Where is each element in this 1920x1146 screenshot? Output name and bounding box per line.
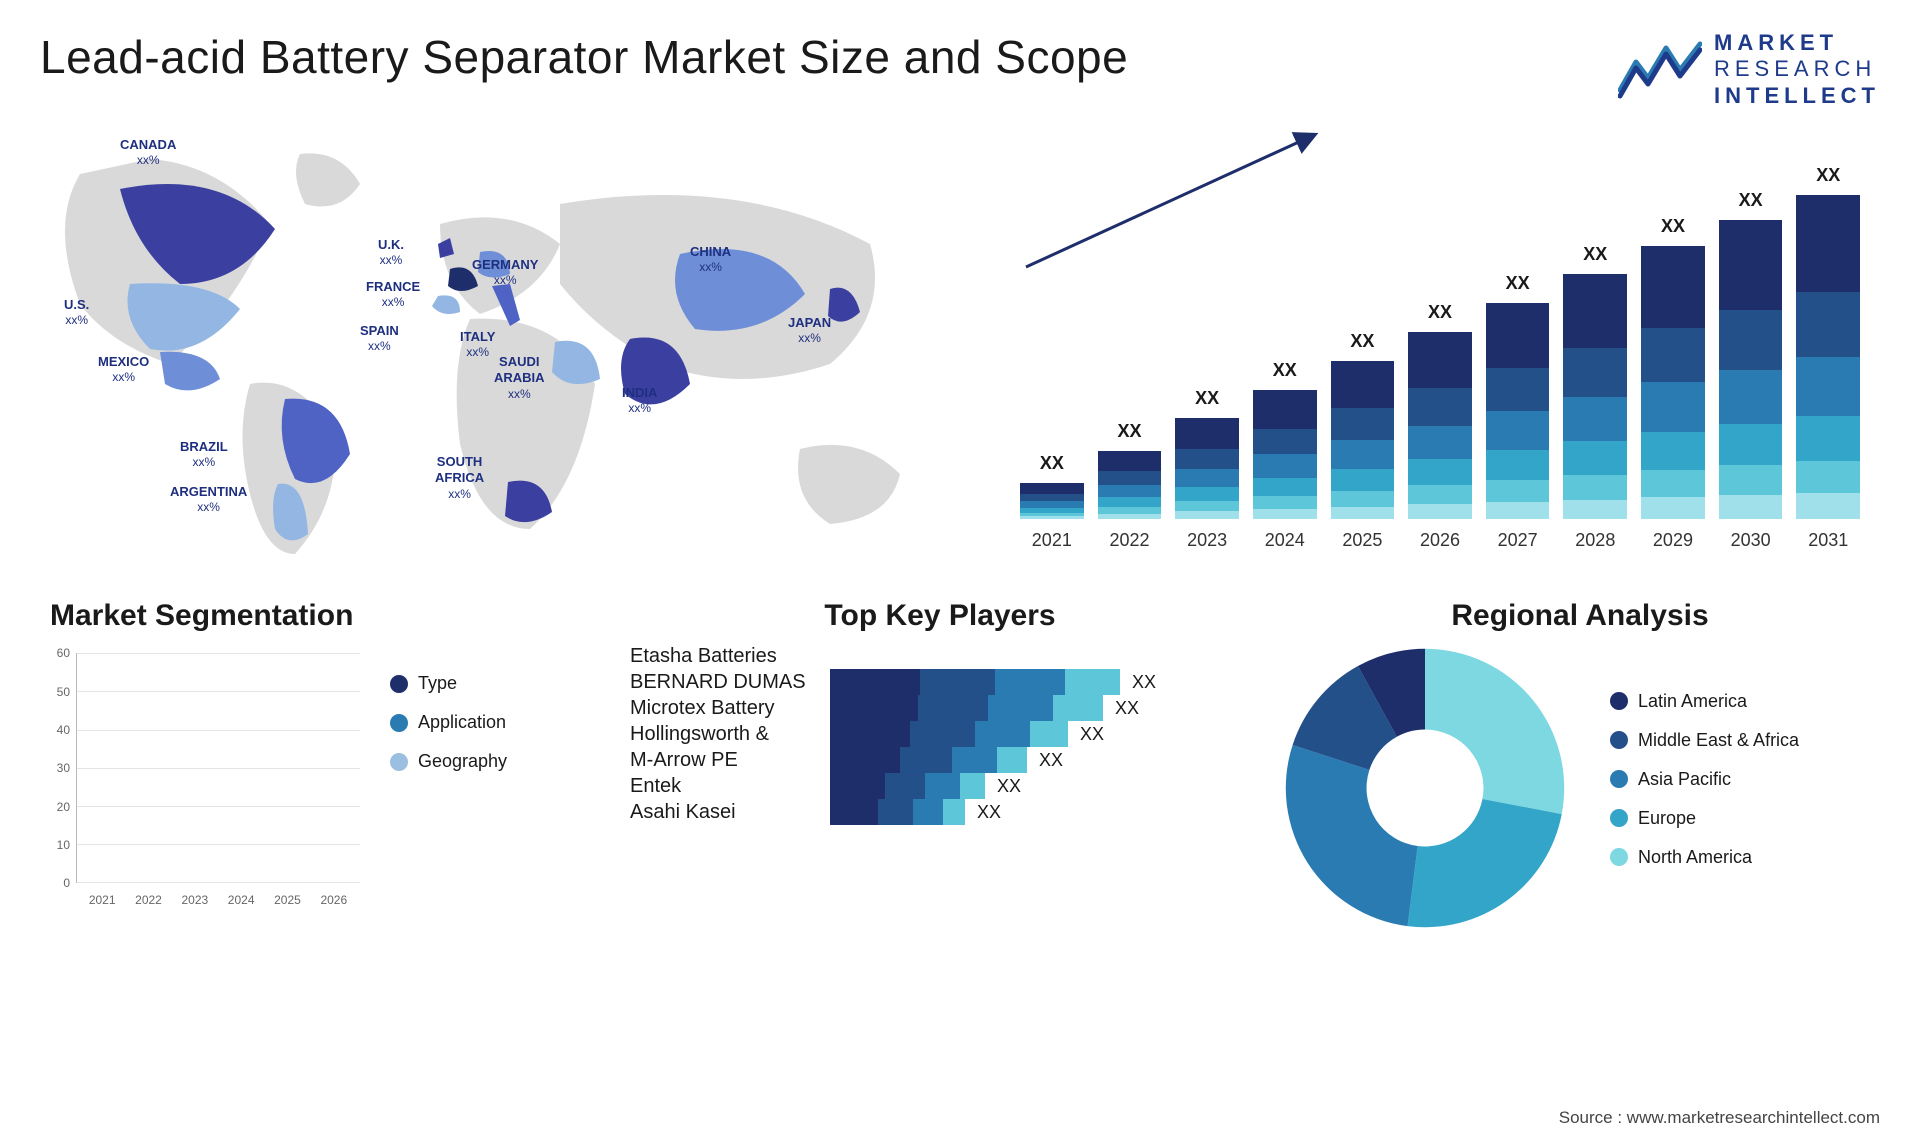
player-bar-row: XX [830, 799, 1250, 825]
world-map: CANADAxx% U.S.xx% MEXICOxx% BRAZILxx% ARGENT… [40, 129, 960, 559]
header: Lead-acid Battery Separator Market Size … [40, 30, 1880, 109]
map-label: ITALYxx% [460, 329, 495, 360]
market-size-bar: XX [1796, 195, 1860, 519]
regional-legend: Latin America Middle East & Africa Asia Pa… [1610, 691, 1880, 886]
map-label: FRANCExx% [366, 279, 420, 310]
players-section: Top Key Players Etasha Batteries BERNARD … [630, 599, 1250, 939]
page: Lead-acid Battery Separator Market Size … [0, 0, 1920, 1146]
player-name: Entek [630, 775, 822, 798]
legend-item: Latin America [1610, 691, 1880, 712]
map-label: GERMANYxx% [472, 257, 538, 288]
player-name: Etasha Batteries [630, 645, 822, 668]
player-bar-row: XX [830, 773, 1250, 799]
map-label: ARGENTINAxx% [170, 484, 247, 515]
market-size-bar: XX [1408, 332, 1472, 519]
market-size-bar: XX [1641, 246, 1705, 520]
regional-section: Regional Analysis Latin America Middle Ea… [1280, 599, 1880, 939]
player-bar-row: XX [830, 747, 1250, 773]
regional-title: Regional Analysis [1280, 599, 1880, 633]
legend-item: Asia Pacific [1610, 769, 1880, 790]
logo-mark-icon [1618, 40, 1702, 100]
segmentation-section: Market Segmentation 0102030405060 202120… [40, 599, 600, 939]
brand-logo: MARKET RESEARCH INTELLECT [1618, 30, 1880, 109]
player-bar-row: XX [830, 695, 1250, 721]
players-labels: Etasha Batteries BERNARD DUMAS Microtex Ba… [630, 643, 830, 825]
segmentation-title: Market Segmentation [50, 599, 600, 633]
page-title: Lead-acid Battery Separator Market Size … [40, 30, 1128, 84]
market-size-chart: XXXXXXXXXXXXXXXXXXXXXX 20212022202320242… [1000, 129, 1880, 559]
player-bar-row: XX [830, 669, 1250, 695]
market-size-bar: XX [1020, 483, 1084, 519]
map-label: SPAINxx% [360, 323, 399, 354]
map-label: SAUDIARABIAxx% [494, 354, 545, 402]
market-size-bar: XX [1563, 274, 1627, 519]
player-name: BERNARD DUMAS [630, 671, 822, 694]
legend-item: Application [390, 712, 507, 733]
map-label: CANADAxx% [120, 137, 176, 168]
map-label: BRAZILxx% [180, 439, 228, 470]
map-label: U.K.xx% [378, 237, 404, 268]
map-label: SOUTHAFRICAxx% [435, 454, 484, 502]
logo-text: MARKET RESEARCH INTELLECT [1714, 30, 1880, 109]
player-bar-row: XX [830, 721, 1250, 747]
legend-item: North America [1610, 847, 1880, 868]
regional-donut-chart [1280, 643, 1570, 933]
legend-item: Type [390, 673, 507, 694]
upper-row: CANADAxx% U.S.xx% MEXICOxx% BRAZILxx% ARGENT… [40, 129, 1880, 559]
lower-row: Market Segmentation 0102030405060 202120… [40, 599, 1880, 939]
player-name: Hollingsworth & [630, 723, 822, 746]
map-label: CHINAxx% [690, 244, 731, 275]
map-label: U.S.xx% [64, 297, 89, 328]
players-bars: XXXXXXXXXXXX [830, 643, 1250, 825]
player-name: M-Arrow PE [630, 749, 822, 772]
legend-item: Middle East & Africa [1610, 730, 1880, 751]
market-size-bar: XX [1253, 390, 1317, 520]
source-text: Source : www.marketresearchintellect.com [1559, 1108, 1880, 1128]
market-size-bar: XX [1331, 361, 1395, 519]
player-name: Asahi Kasei [630, 801, 822, 824]
segmentation-legend: Type Application Geography [390, 643, 507, 913]
map-label: INDIAxx% [622, 385, 657, 416]
map-label: JAPANxx% [788, 315, 831, 346]
legend-item: Geography [390, 751, 507, 772]
player-bar-row [830, 643, 1250, 669]
segmentation-chart: 0102030405060 202120222023202420252026 [40, 643, 360, 913]
market-size-bar: XX [1098, 451, 1162, 519]
market-size-bar: XX [1719, 220, 1783, 519]
legend-item: Europe [1610, 808, 1880, 829]
player-name: Microtex Battery [630, 697, 822, 720]
market-size-bar: XX [1175, 418, 1239, 519]
map-label: MEXICOxx% [98, 354, 149, 385]
players-title: Top Key Players [630, 599, 1250, 633]
market-size-bar: XX [1486, 303, 1550, 519]
